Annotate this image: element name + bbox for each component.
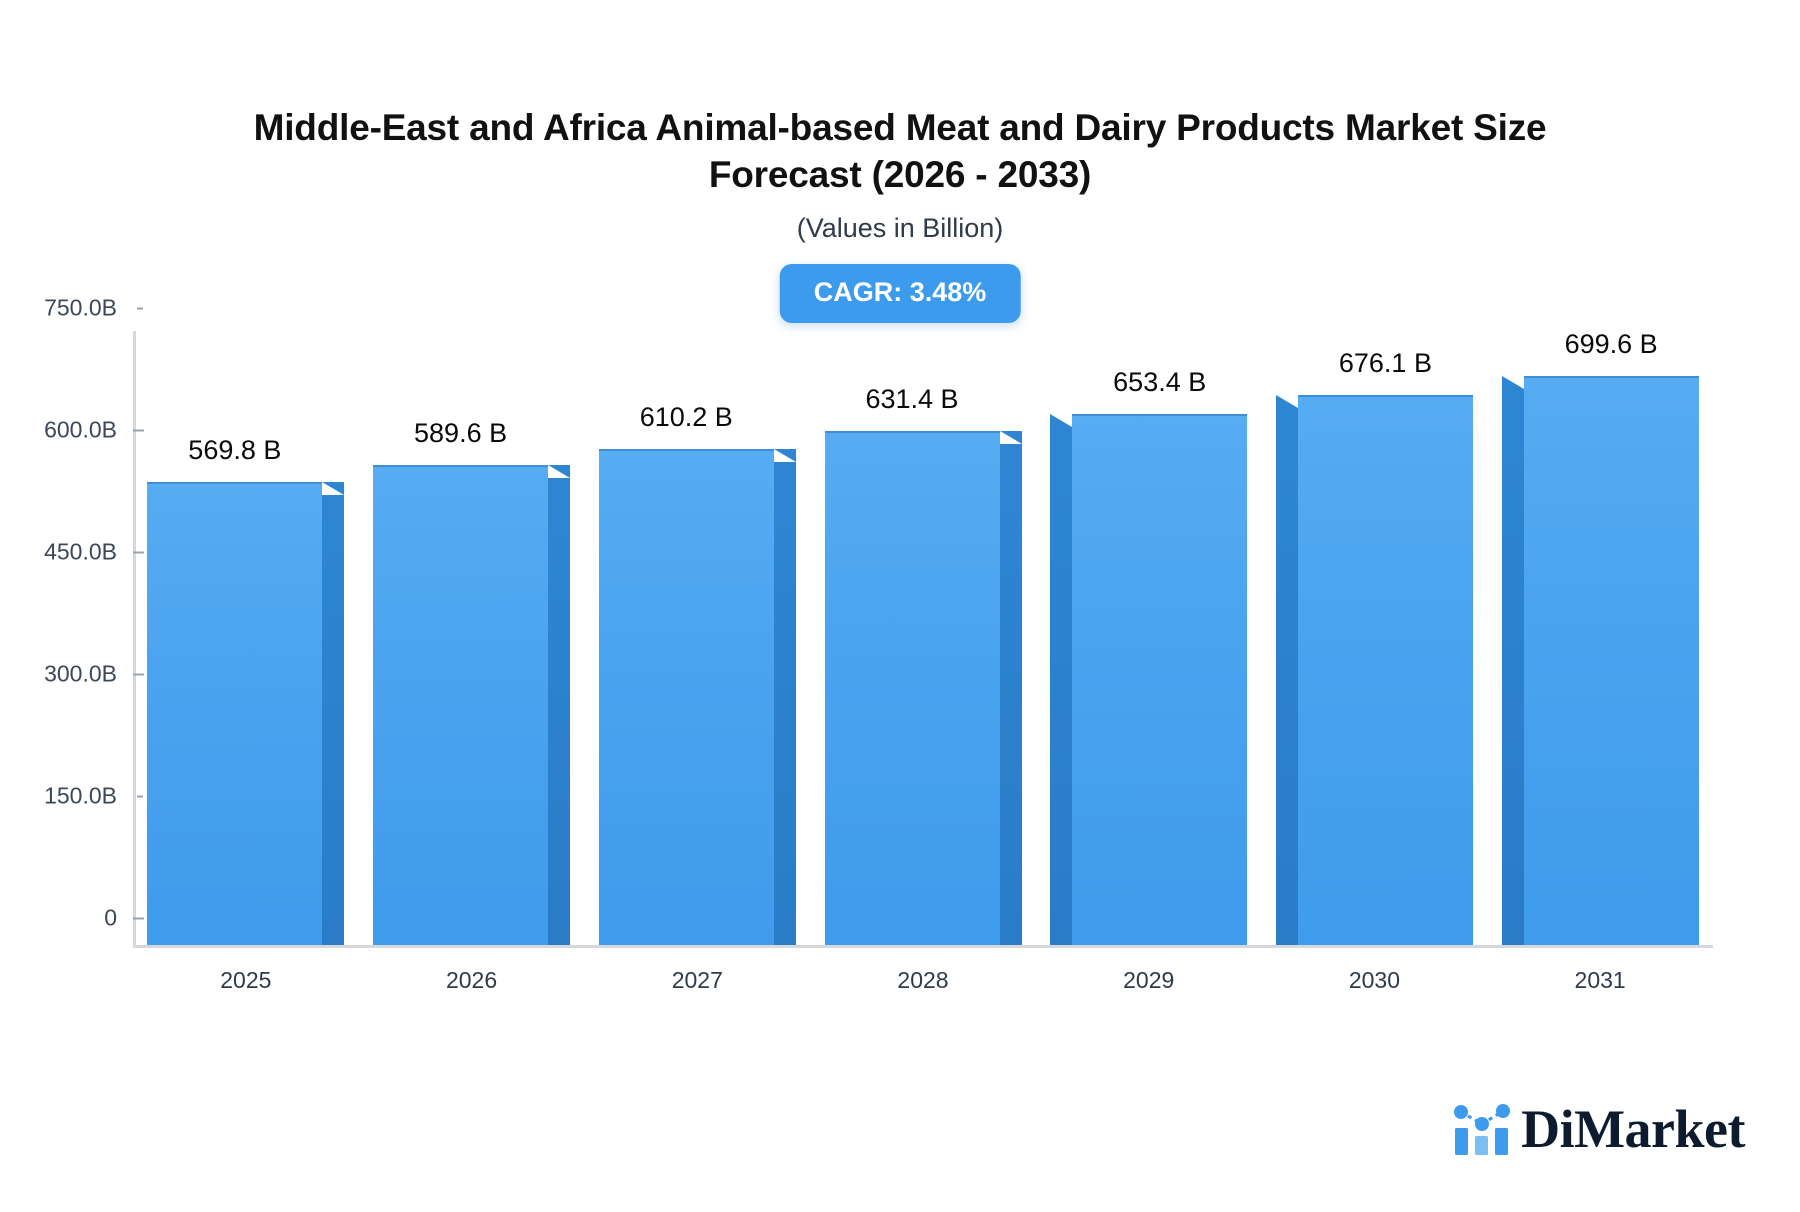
bar-column[interactable]: 589.6 B 2026 (373, 418, 571, 993)
y-axis-tick-label: 600.0B (44, 416, 117, 443)
bar-top-face (1050, 413, 1073, 427)
x-axis-tick-label: 2028 (897, 967, 949, 993)
y-axis-tick-label: 0 (104, 904, 117, 931)
bar-side-face (322, 494, 345, 945)
x-axis-tick-label: 2029 (1123, 967, 1175, 993)
bar-front-face (1297, 395, 1473, 945)
y-axis-tick-mark (133, 551, 144, 553)
bar-side-face (548, 478, 571, 945)
y-axis-tick-mark (133, 673, 144, 675)
cagr-badge: CAGR: 3.48% (779, 264, 1021, 323)
bar-top-face (322, 481, 345, 495)
bar-column[interactable]: 610.2 B 2027 (598, 402, 796, 993)
y-axis-tick-label: 300.0B (44, 660, 117, 687)
y-axis-tick-label: 450.0B (44, 538, 117, 565)
x-axis-tick-label: 2025 (220, 967, 272, 993)
x-axis-tick-label: 2027 (671, 967, 723, 993)
bar-top-face (999, 431, 1022, 445)
bar-side-face (773, 461, 796, 945)
x-axis-tick-label: 2031 (1574, 967, 1626, 993)
y-axis-tick: 0 (104, 904, 144, 932)
y-axis-tick-mark (133, 917, 144, 919)
bar-front-face (1072, 413, 1248, 945)
bar-value-label: 676.1 B (1338, 348, 1432, 379)
plot-area: 0 150.0B 300.0B 450.0B 600.0B 750.0B 569.8 B 2… (44, 295, 1713, 993)
y-axis-tick-mark (133, 429, 144, 431)
title-block: Middle-East and Africa Animal-based Meat… (0, 104, 1800, 244)
bar-side-face (1501, 389, 1524, 945)
bar-front-face (824, 431, 1000, 945)
bar-side-face (1275, 408, 1298, 945)
bar-top-face (773, 448, 796, 462)
bar-column[interactable]: 676.1 B 2030 (1275, 348, 1473, 993)
bar-column[interactable]: 653.4 B 2029 (1050, 367, 1248, 993)
page-title: Middle-East and Africa Animal-based Meat… (253, 107, 1547, 196)
bar-top-face (548, 465, 571, 479)
brand-name: DiMarket (1521, 1099, 1745, 1159)
bar-front-face (598, 448, 774, 945)
x-axis-line (133, 945, 1713, 948)
x-axis-tick-label: 2026 (445, 967, 498, 993)
y-axis-tick: 600.0B (44, 416, 144, 444)
bar-value-label: 589.6 B (414, 418, 508, 449)
bar-front-face (1523, 376, 1699, 945)
bar-column[interactable]: 699.6 B 2031 (1501, 329, 1699, 993)
bar-top-face (1501, 376, 1524, 389)
y-axis-tick-mark (137, 795, 143, 797)
bar-value-label: 653.4 B (1113, 366, 1207, 397)
y-axis-line (133, 331, 136, 945)
bar-column[interactable]: 631.4 B 2028 (824, 384, 1022, 993)
bar-value-label: 569.8 B (188, 434, 282, 465)
brand-logo: DiMarket (1453, 1102, 1745, 1156)
y-axis-tick: 300.0B (44, 660, 144, 688)
y-axis-tick-mark (137, 307, 143, 309)
bar-side-face (999, 444, 1022, 945)
y-axis-tick-label: 150.0B (44, 782, 117, 809)
bar-front-face (373, 465, 549, 945)
bar-value-label: 610.2 B (639, 401, 733, 432)
bar-value-label: 699.6 B (1564, 329, 1658, 359)
bar-top-face (1275, 395, 1298, 409)
x-axis-tick-label: 2030 (1348, 967, 1401, 993)
chart-subtitle: (Values in Billion) (796, 212, 1004, 243)
bar-column[interactable]: 569.8 B 2025 (147, 435, 345, 993)
bar-side-face (1050, 426, 1073, 945)
y-axis-tick: 750.0B (44, 294, 143, 322)
y-axis-tick: 450.0B (44, 538, 144, 566)
bar-front-face (147, 481, 323, 945)
bar-chart-logo-icon (1454, 1104, 1511, 1155)
y-axis-tick: 150.0B (44, 782, 143, 810)
bar-value-label: 631.4 B (865, 384, 959, 415)
y-axis-tick-label: 750.0B (44, 294, 117, 321)
